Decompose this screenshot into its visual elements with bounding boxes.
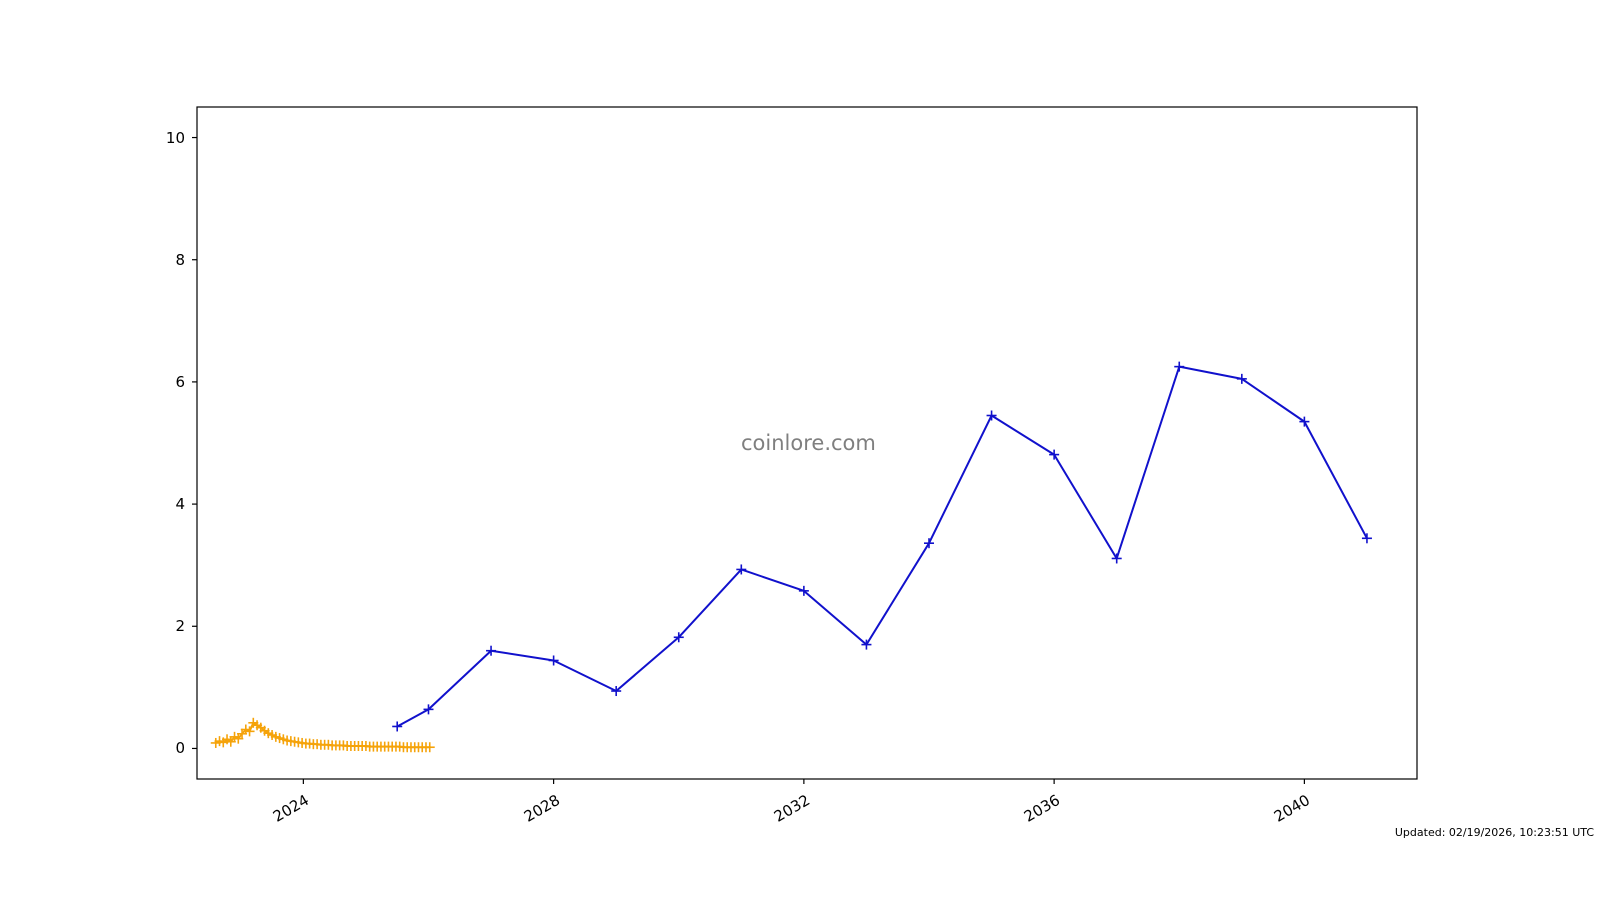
- y-tick-label: 0: [175, 739, 185, 758]
- coinlore-watermark: coinlore.com: [741, 431, 876, 455]
- tick-marks: [192, 136, 1305, 784]
- series-layer: [210, 361, 1372, 753]
- y-tick-label: 6: [175, 372, 185, 391]
- y-tick-label: 2: [175, 617, 185, 636]
- y-tick-label: 8: [175, 250, 185, 269]
- series-forecast: [392, 361, 1372, 732]
- y-tick-label: 10: [165, 128, 185, 147]
- series-historical: [210, 717, 435, 753]
- y-tick-label: 4: [175, 495, 185, 514]
- updated-timestamp: Updated: 02/19/2026, 10:23:51 UTC: [1394, 826, 1594, 839]
- axes-frame: [196, 106, 1418, 780]
